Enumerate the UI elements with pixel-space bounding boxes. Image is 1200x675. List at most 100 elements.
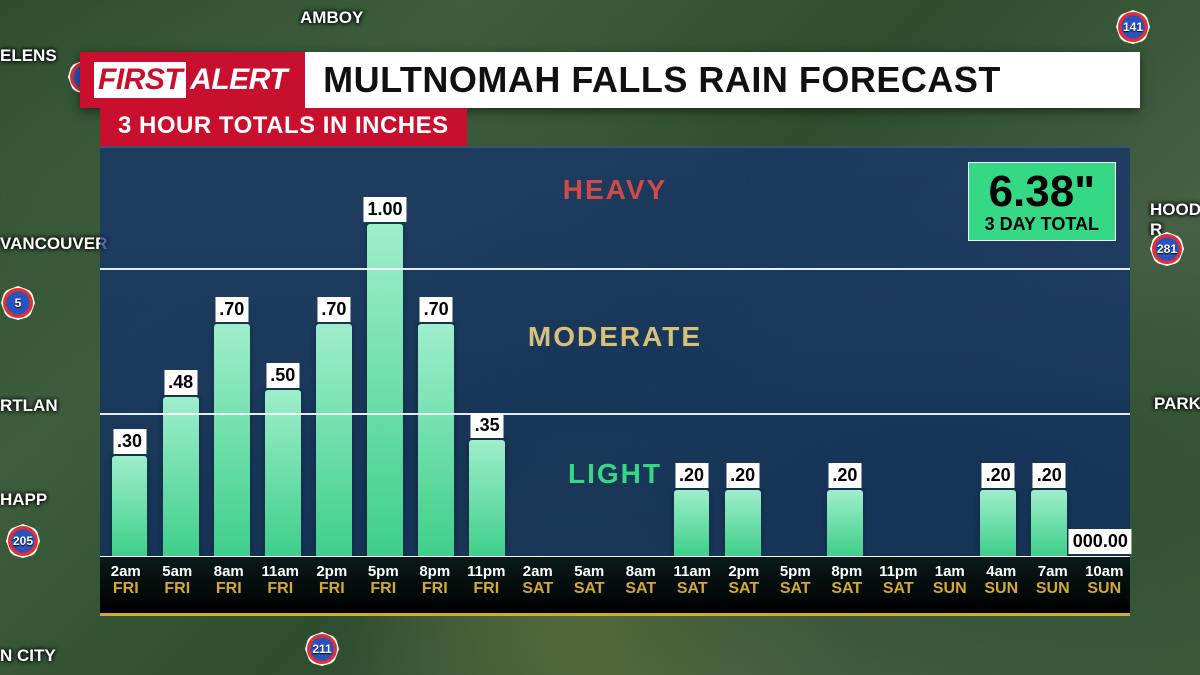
x-tick-time: 2am xyxy=(512,563,564,580)
x-tick: 11amSAT xyxy=(667,557,719,613)
bar-column: .20 xyxy=(973,490,1024,556)
x-tick-day: SUN xyxy=(1079,580,1131,598)
rain-bar: .70 xyxy=(214,324,250,556)
x-axis: 2amFRI5amFRI8amFRI11amFRI2pmFRI5pmFRI8pm… xyxy=(100,556,1130,616)
zone-divider xyxy=(100,413,1130,415)
x-tick: 8amSAT xyxy=(615,557,667,613)
bar-column: .20 xyxy=(1024,490,1075,556)
x-tick-time: 2am xyxy=(100,563,152,580)
x-tick-time: 7am xyxy=(1027,563,1079,580)
x-tick-time: 5am xyxy=(564,563,616,580)
map-city-label: N CITY xyxy=(0,646,56,666)
x-tick-day: FRI xyxy=(409,580,461,598)
rain-bar: .30 xyxy=(112,456,148,556)
subtitle-bar: 3 HOUR TOTALS IN INCHES xyxy=(100,108,467,146)
x-tick-day: SUN xyxy=(976,580,1028,598)
x-tick-time: 8pm xyxy=(409,563,461,580)
bar-value-label: .70 xyxy=(317,297,350,322)
x-tick: 5amSAT xyxy=(564,557,616,613)
x-tick: 4amSUN xyxy=(976,557,1028,613)
x-tick-day: FRI xyxy=(358,580,410,598)
bar-value-label: .35 xyxy=(471,413,504,438)
bar-value-label: 1.00 xyxy=(363,197,406,222)
x-tick-day: SAT xyxy=(770,580,822,598)
x-tick: 2amFRI xyxy=(100,557,152,613)
rain-bar: .35 xyxy=(469,440,505,556)
x-tick-day: SUN xyxy=(1027,580,1079,598)
map-city-label: HAPP xyxy=(0,490,47,510)
x-tick: 5pmSAT xyxy=(770,557,822,613)
map-city-label: RTLAN xyxy=(0,396,58,416)
x-tick-time: 11am xyxy=(255,563,307,580)
bar-value-label: .50 xyxy=(266,363,299,388)
interstate-shield-icon: 205 xyxy=(6,524,40,558)
map-city-label: ELENS xyxy=(0,46,57,66)
interstate-shield-icon: 281 xyxy=(1150,232,1184,266)
interstate-shield-icon: 141 xyxy=(1116,10,1150,44)
x-tick-time: 11pm xyxy=(873,563,925,580)
x-tick: 5amFRI xyxy=(152,557,204,613)
x-tick-time: 5pm xyxy=(770,563,822,580)
bar-column: .48 xyxy=(155,397,206,556)
x-tick: 11amFRI xyxy=(255,557,307,613)
rain-bar: .20 xyxy=(980,490,1016,556)
x-tick-day: SAT xyxy=(564,580,616,598)
x-tick: 10amSUN xyxy=(1079,557,1131,613)
bar-column: 1.00 xyxy=(359,224,410,556)
x-tick-time: 2pm xyxy=(306,563,358,580)
x-tick-day: FRI xyxy=(152,580,204,598)
map-city-label: PARKE xyxy=(1154,394,1200,414)
bar-column: .20 xyxy=(819,490,870,556)
bar-column: .20 xyxy=(666,490,717,556)
x-tick-day: FRI xyxy=(100,580,152,598)
x-tick-day: FRI xyxy=(203,580,255,598)
x-tick-time: 8pm xyxy=(821,563,873,580)
x-tick-time: 4am xyxy=(976,563,1028,580)
x-tick-day: SUN xyxy=(924,580,976,598)
rain-bar: .70 xyxy=(316,324,352,556)
bar-value-label: .20 xyxy=(828,463,861,488)
bar-column: .35 xyxy=(462,440,513,556)
x-tick: 11pmFRI xyxy=(461,557,513,613)
bar-value-label: .20 xyxy=(1033,463,1066,488)
interstate-shield-icon: 5 xyxy=(1,286,35,320)
x-tick-day: SAT xyxy=(821,580,873,598)
rain-bar: .48 xyxy=(163,397,199,556)
page-title: MULTNOMAH FALLS RAIN FORECAST xyxy=(305,59,1140,101)
rain-bar: .20 xyxy=(827,490,863,556)
bar-value-label: .20 xyxy=(726,463,759,488)
zone-divider xyxy=(100,268,1130,270)
x-tick-day: SAT xyxy=(615,580,667,598)
x-tick-time: 5am xyxy=(152,563,204,580)
first-alert-badge: FIRST ALERT xyxy=(80,52,305,108)
bar-value-label: .70 xyxy=(215,297,248,322)
x-tick-time: 8am xyxy=(203,563,255,580)
bar-value-label: .30 xyxy=(113,429,146,454)
rain-bar: .70 xyxy=(418,324,454,556)
bar-column: .20 xyxy=(717,490,768,556)
bar-value-label: .48 xyxy=(164,370,197,395)
x-tick-time: 5pm xyxy=(358,563,410,580)
map-city-label: HOOD R xyxy=(1150,200,1200,240)
map-city-label: AMBOY xyxy=(300,8,363,28)
x-tick-time: 11pm xyxy=(461,563,513,580)
x-tick-time: 10am xyxy=(1079,563,1131,580)
badge-alert: ALERT xyxy=(190,63,287,97)
x-tick-day: FRI xyxy=(306,580,358,598)
x-tick-day: SAT xyxy=(873,580,925,598)
x-tick: 8amFRI xyxy=(203,557,255,613)
rain-bar: .20 xyxy=(725,490,761,556)
x-tick-time: 11am xyxy=(667,563,719,580)
x-tick-day: SAT xyxy=(667,580,719,598)
x-tick: 5pmFRI xyxy=(358,557,410,613)
x-tick-day: FRI xyxy=(461,580,513,598)
interstate-shield-icon: 211 xyxy=(305,632,339,666)
rain-bar: .20 xyxy=(674,490,710,556)
rain-bar: .20 xyxy=(1031,490,1067,556)
x-tick: 8pmSAT xyxy=(821,557,873,613)
x-tick: 8pmFRI xyxy=(409,557,461,613)
bar-value-label: 000.00 xyxy=(1069,529,1132,554)
x-tick-time: 2pm xyxy=(718,563,770,580)
x-tick: 2pmSAT xyxy=(718,557,770,613)
x-tick-day: SAT xyxy=(512,580,564,598)
